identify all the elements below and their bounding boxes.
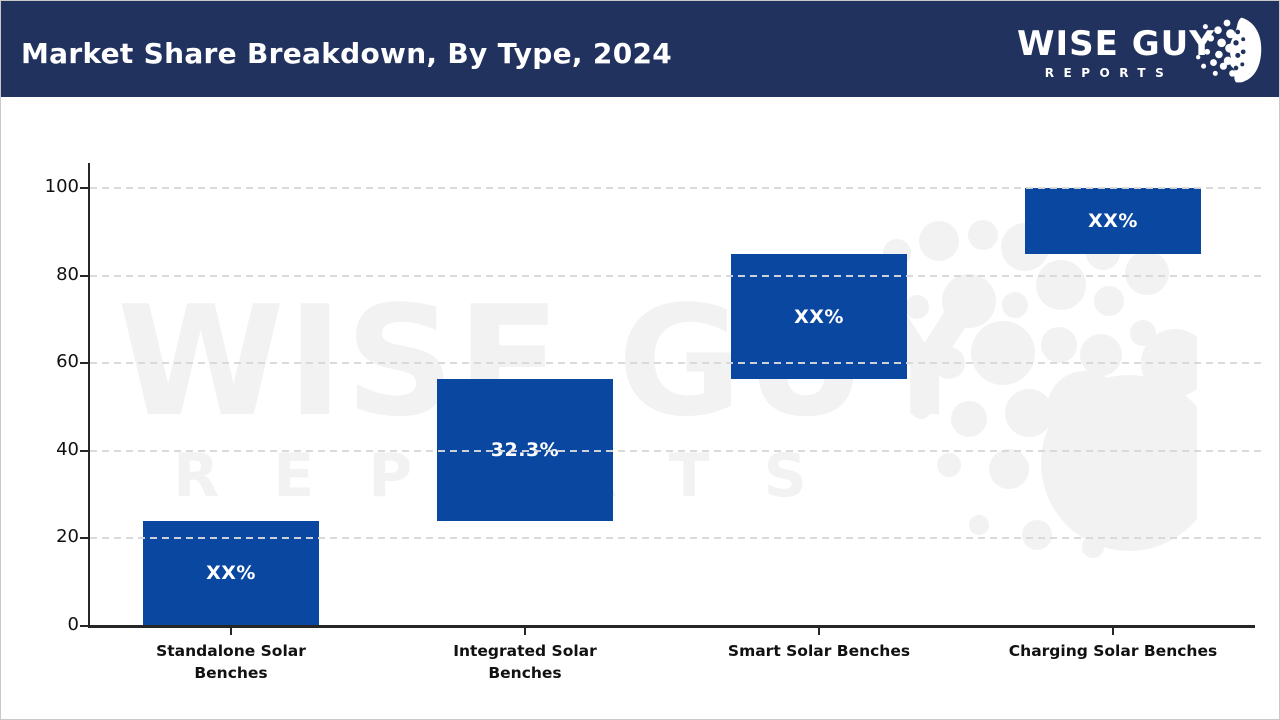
grid-line [90, 187, 1263, 189]
y-axis-label: 40 [56, 438, 79, 460]
brand-logo-text: WISE GUY REPORTS [1017, 24, 1215, 80]
y-axis-label: 80 [56, 263, 79, 285]
y-axis-tick [80, 274, 88, 277]
x-axis-category-label: Standalone Solar Benches [156, 642, 306, 682]
x-axis-category-label: Integrated Solar Benches [453, 642, 597, 682]
bar-value-label: XX% [1088, 210, 1138, 233]
bar: XX% [1025, 188, 1201, 255]
y-axis-label: 100 [44, 176, 79, 197]
brand-head-icon [1194, 17, 1262, 83]
bar-value-label: XX% [206, 562, 256, 585]
grid-line [90, 449, 1263, 452]
grid-line [90, 537, 1263, 540]
y-axis-tick [80, 537, 88, 540]
bar: XX% [731, 254, 907, 380]
brand-logo: WISE GUY REPORTS [1017, 9, 1263, 91]
bar-value-label: XX% [794, 305, 844, 328]
x-axis-tick [818, 628, 820, 635]
page-header: Market Share Breakdown, By Type, 2024 WI… [1, 1, 1279, 97]
y-axis-tick [80, 449, 88, 452]
page-title: Market Share Breakdown, By Type, 2024 [21, 37, 673, 70]
grid-line [90, 274, 1263, 277]
brand-subname: REPORTS [1044, 65, 1174, 80]
x-axis-line [88, 625, 1255, 628]
y-axis-label: 60 [56, 351, 79, 373]
x-axis-category-label: Charging Solar Benches [1008, 642, 1218, 660]
watermark-dots-head [883, 220, 1197, 558]
x-axis-tick [230, 628, 232, 635]
y-axis-label: 20 [56, 526, 79, 548]
x-axis-tick [524, 628, 526, 635]
x-axis-category-label: Smart Solar Benches [727, 642, 911, 660]
x-axis-tick [1112, 628, 1114, 635]
y-axis-label: 0 [67, 614, 79, 635]
grid-line [90, 362, 1263, 365]
y-axis-tick [80, 362, 88, 365]
y-axis-tick [80, 625, 88, 627]
y-axis-line [88, 163, 90, 627]
y-axis-tick [80, 187, 88, 189]
brand-name: WISE GUY [1017, 24, 1215, 64]
